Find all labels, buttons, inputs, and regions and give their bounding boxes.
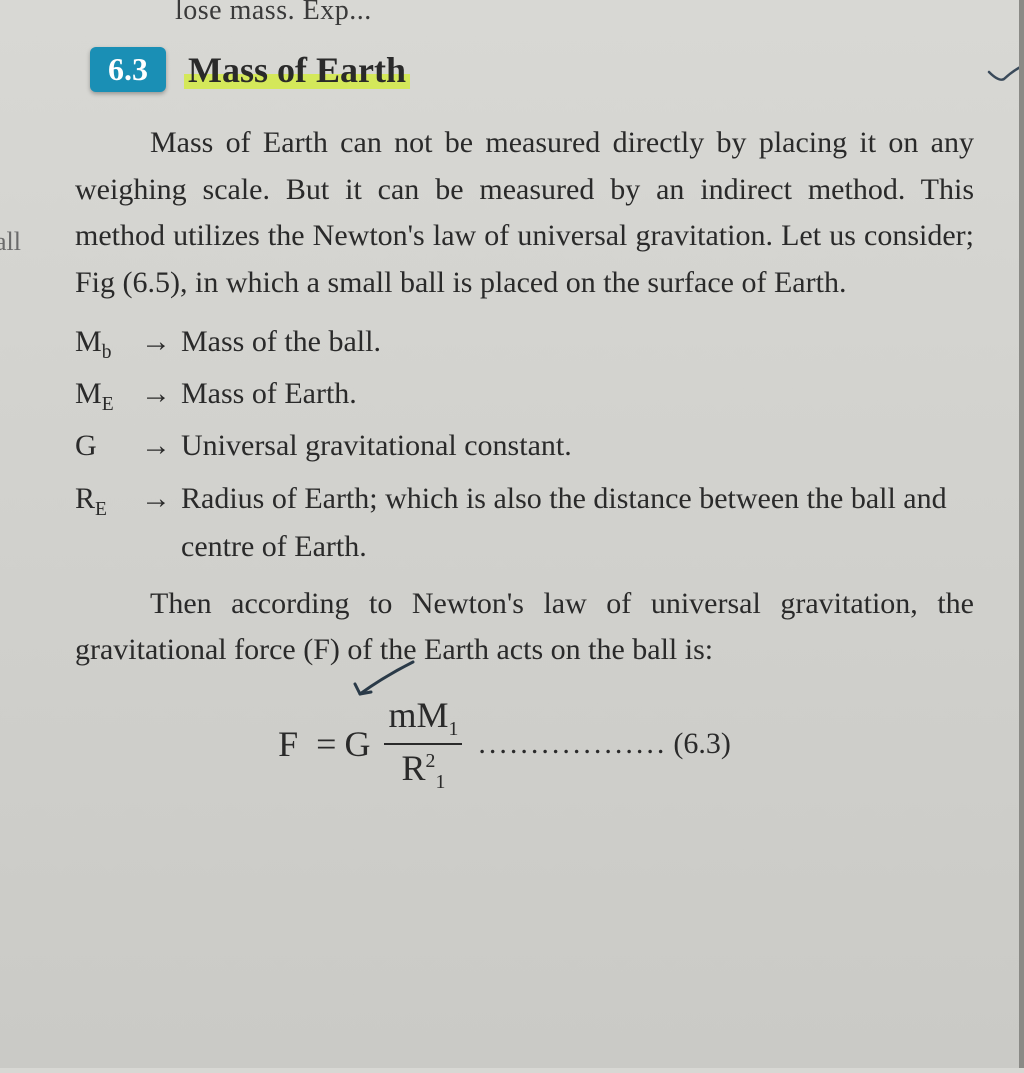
definition-row: ME → Mass of Earth.	[75, 370, 974, 420]
formula-reference: (6.3)	[673, 727, 730, 761]
equation: F = G mM1 R21	[278, 694, 462, 794]
fraction-numerator: mM1	[384, 694, 462, 745]
page-edge-shadow	[1019, 0, 1024, 1068]
section-header: 6.3 Mass of Earth	[90, 47, 974, 92]
def-text: Universal gravitational constant.	[181, 422, 974, 470]
paragraph-law: Then according to Newton's law of univer…	[75, 581, 974, 674]
textbook-page: lose mass. Exp... 6.3 Mass of Earth all …	[0, 0, 1024, 794]
def-symbol-mb: Mb	[75, 318, 131, 368]
formula-lhs: F	[278, 723, 298, 765]
def-text: Mass of the ball.	[181, 318, 974, 366]
formula-fraction: mM1 R21	[384, 694, 462, 794]
handwritten-check-icon	[984, 57, 1024, 87]
section-number-badge: 6.3	[90, 47, 166, 92]
paragraph-intro: Mass of Earth can not be measured direct…	[75, 120, 974, 306]
definition-row: Mb → Mass of the ball.	[75, 318, 974, 368]
equation-block: F = G mM1 R21 .................. (6.3)	[35, 694, 974, 794]
definition-row: G → Universal gravitational constant.	[75, 422, 974, 472]
cropped-previous-line: lose mass. Exp...	[175, 0, 974, 27]
fraction-denominator: R21	[398, 745, 450, 794]
formula-coeff: G	[344, 723, 370, 765]
arrow-icon: →	[131, 422, 181, 470]
formula-dots: ..................	[478, 727, 667, 761]
arrow-icon: →	[131, 475, 181, 523]
formula-equals: =	[316, 723, 336, 765]
def-symbol-g: G	[75, 422, 131, 472]
section-title: Mass of Earth	[184, 49, 410, 91]
arrow-icon: →	[131, 318, 181, 366]
margin-note: all	[0, 227, 21, 257]
symbol-definitions: Mb → Mass of the ball. ME → Mass of Eart…	[75, 318, 974, 571]
def-symbol-me: ME	[75, 370, 131, 420]
definition-row: RE → Radius of Earth; which is also the …	[75, 475, 974, 571]
def-symbol-re: RE	[75, 475, 131, 525]
def-text: Mass of Earth.	[181, 370, 974, 418]
paragraph-law-text: Then according to Newton's law of univer…	[75, 587, 974, 667]
arrow-icon: →	[131, 370, 181, 418]
paragraph-intro-text: Mass of Earth can not be measured direct…	[75, 126, 974, 299]
def-text: Radius of Earth; which is also the dista…	[181, 475, 974, 571]
